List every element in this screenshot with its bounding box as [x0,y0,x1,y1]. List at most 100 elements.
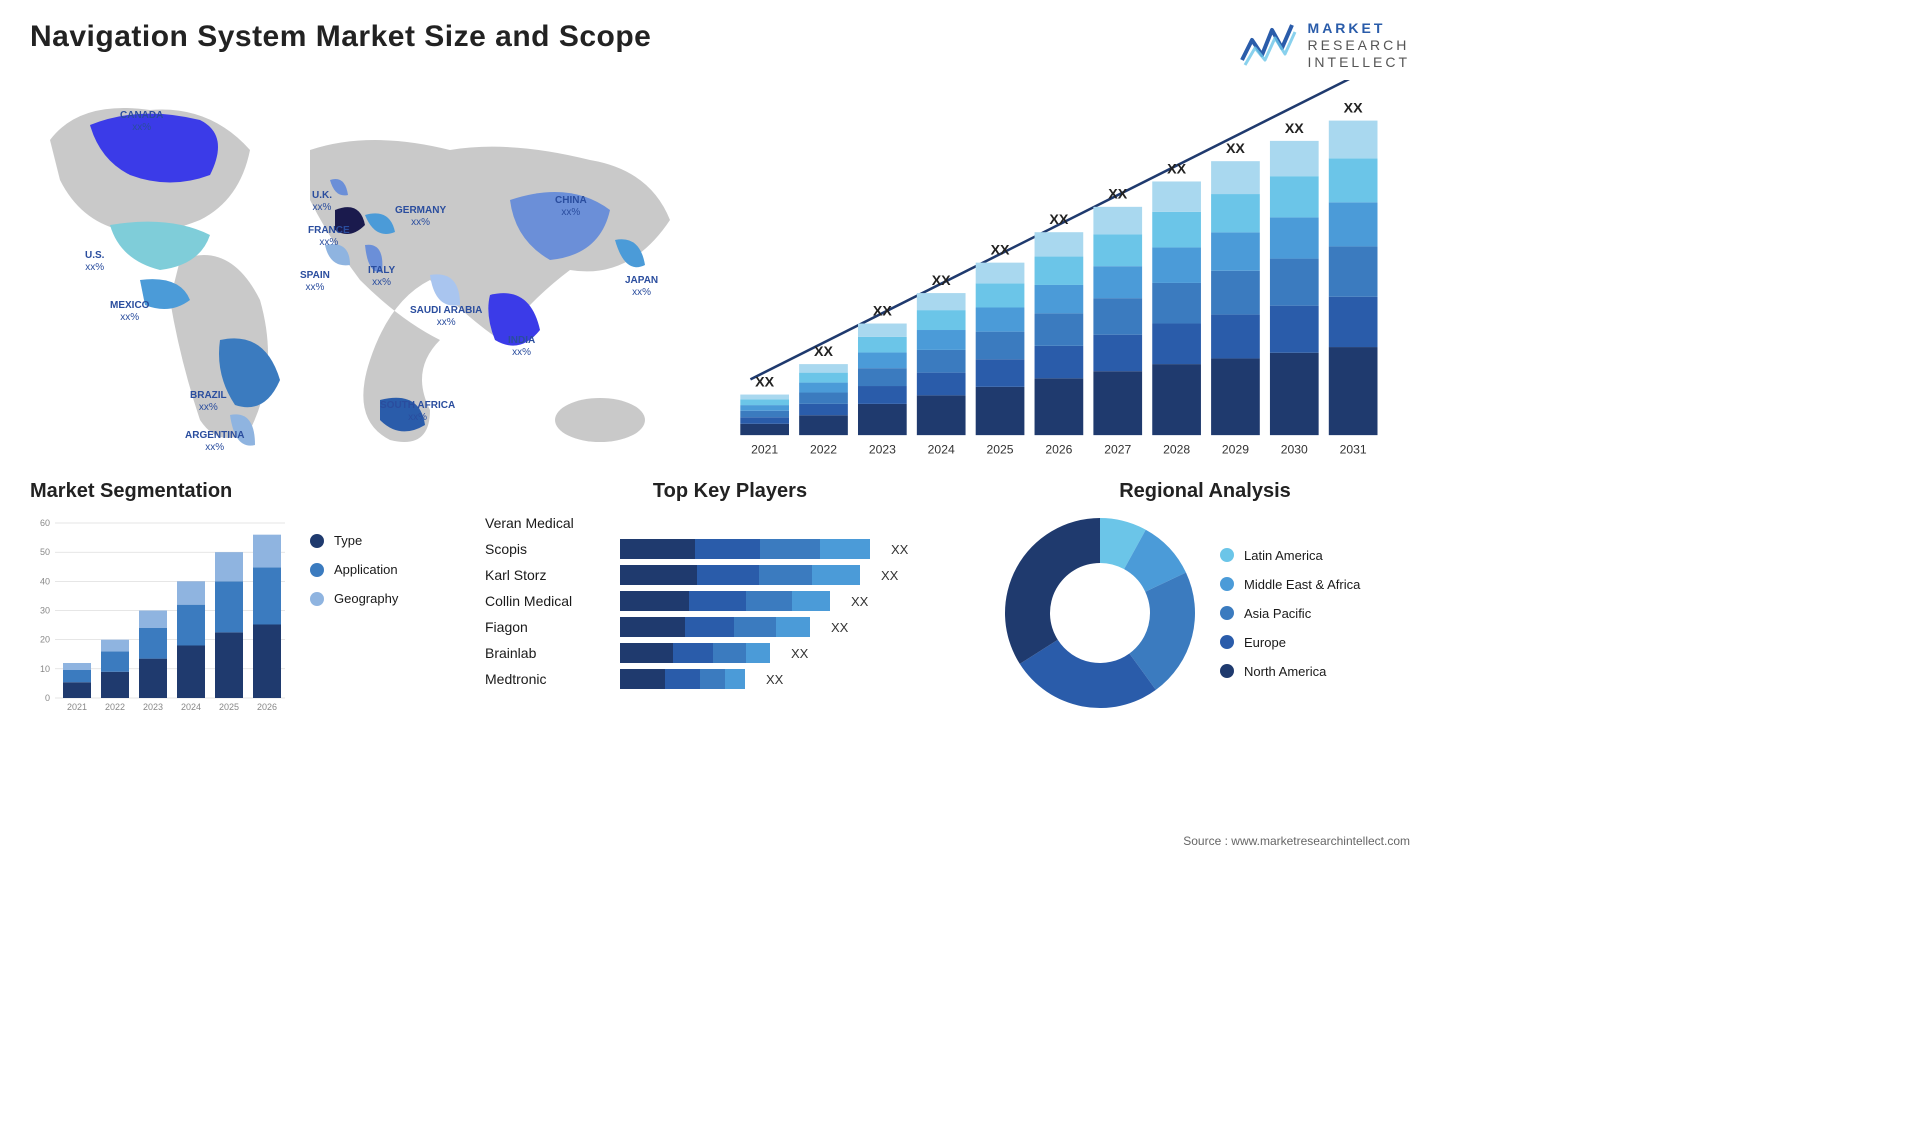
player-name: Scopis [485,541,605,557]
map-label-india: INDIAxx% [508,335,535,359]
svg-text:2027: 2027 [1104,443,1131,457]
svg-text:XX: XX [932,273,951,289]
segmentation-panel: Market Segmentation 01020304050602021202… [30,480,460,713]
svg-text:2021: 2021 [67,702,87,712]
player-row: Scopis XX [485,539,975,559]
player-row: Karl Storz XX [485,565,975,585]
map-label-italy: ITALYxx% [368,265,395,289]
svg-text:XX: XX [873,304,892,320]
map-label-saudi-arabia: SAUDI ARABIAxx% [410,305,482,329]
seg-legend-item: Type [310,533,398,548]
player-value: XX [851,594,868,609]
player-value: XX [891,542,908,557]
map-label-u-k-: U.K.xx% [312,190,332,214]
map-label-u-s-: U.S.xx% [85,250,104,274]
svg-text:2025: 2025 [987,443,1014,457]
regional-legend-item: Middle East & Africa [1220,577,1360,592]
player-bar [620,591,880,611]
player-row: Fiagon XX [485,617,975,637]
player-row: Medtronic XX [485,669,975,689]
regional-panel: Regional Analysis Latin America Middle Ea… [1000,480,1410,713]
svg-text:40: 40 [40,577,50,587]
forecast-bar-chart: XX2021XX2022XX2023XX2024XX2025XX2026XX20… [720,80,1410,466]
world-map-panel: CANADAxx% U.S.xx% MEXICOxx% BRAZILxx% ARGENT… [30,80,690,460]
svg-text:10: 10 [40,664,50,674]
source-attribution: Source : www.marketresearchintellect.com [1183,834,1410,848]
forecast-chart-panel: XX2021XX2022XX2023XX2024XX2025XX2026XX20… [720,80,1410,460]
logo-line1: MARKET [1308,20,1410,37]
svg-text:XX: XX [1108,187,1127,203]
svg-text:XX: XX [1167,162,1186,178]
svg-text:XX: XX [755,375,774,391]
svg-text:XX: XX [1344,101,1363,117]
segmentation-bar-chart: 0102030405060202120222023202420252026 [30,513,290,713]
svg-text:2025: 2025 [219,702,239,712]
player-value: XX [791,646,808,661]
svg-text:2022: 2022 [810,443,837,457]
svg-text:50: 50 [40,548,50,558]
map-label-germany: GERMANYxx% [395,205,446,229]
logo-line3: INTELLECT [1308,54,1410,71]
map-label-brazil: BRAZILxx% [190,390,227,414]
map-label-france: FRANCExx% [308,225,350,249]
regional-legend-item: Europe [1220,635,1360,650]
svg-text:2021: 2021 [751,443,778,457]
brand-logo: MARKET RESEARCH INTELLECT [1240,20,1410,70]
svg-text:2030: 2030 [1281,443,1308,457]
logo-icon [1240,20,1300,70]
svg-text:XX: XX [991,243,1010,259]
player-row: Veran Medical [485,513,975,533]
player-bar [620,669,880,689]
svg-text:2026: 2026 [257,702,277,712]
svg-text:2029: 2029 [1222,443,1249,457]
svg-text:2031: 2031 [1340,443,1367,457]
regional-legend: Latin America Middle East & Africa Asia Pa… [1220,548,1360,679]
player-bar [620,539,880,559]
svg-text:2022: 2022 [105,702,125,712]
player-row: Brainlab XX [485,643,975,663]
svg-text:2023: 2023 [869,443,896,457]
svg-text:XX: XX [1285,121,1304,137]
svg-text:20: 20 [40,635,50,645]
svg-text:0: 0 [45,693,50,703]
player-bar [620,565,880,585]
player-name: Karl Storz [485,567,605,583]
segmentation-legend: Type Application Geography [310,513,398,606]
player-bar [620,643,880,663]
svg-text:XX: XX [814,344,833,360]
svg-text:XX: XX [1226,141,1245,157]
map-label-japan: JAPANxx% [625,275,658,299]
player-name: Collin Medical [485,593,605,609]
key-players-panel: Top Key Players Veran MedicalScopisXXKar… [485,480,975,689]
segmentation-title: Market Segmentation [30,480,460,503]
player-value: XX [766,672,783,687]
player-value: XX [831,620,848,635]
regional-legend-item: North America [1220,664,1360,679]
player-name: Brainlab [485,645,605,661]
player-name: Medtronic [485,671,605,687]
svg-text:30: 30 [40,606,50,616]
map-label-south-africa: SOUTH AFRICAxx% [380,400,455,424]
svg-text:2026: 2026 [1045,443,1072,457]
page-title: Navigation System Market Size and Scope [30,20,651,54]
svg-text:XX: XX [1049,212,1068,228]
player-name: Veran Medical [485,515,605,531]
regional-donut-chart [1000,513,1200,713]
svg-text:2023: 2023 [143,702,163,712]
key-players-list: Veran Medical Scopis XX Karl Storz XX Collin … [485,513,975,689]
player-value: XX [881,568,898,583]
regional-legend-item: Latin America [1220,548,1360,563]
map-label-mexico: MEXICOxx% [110,300,149,324]
seg-legend-item: Geography [310,591,398,606]
logo-line2: RESEARCH [1308,37,1410,54]
map-label-china: CHINAxx% [555,195,587,219]
svg-text:2024: 2024 [181,702,201,712]
seg-legend-item: Application [310,562,398,577]
player-bar [620,513,880,533]
map-label-argentina: ARGENTINAxx% [185,430,244,454]
regional-legend-item: Asia Pacific [1220,606,1360,621]
map-label-canada: CANADAxx% [120,110,163,134]
player-name: Fiagon [485,619,605,635]
key-players-title: Top Key Players [485,480,975,503]
regional-title: Regional Analysis [1000,480,1410,503]
